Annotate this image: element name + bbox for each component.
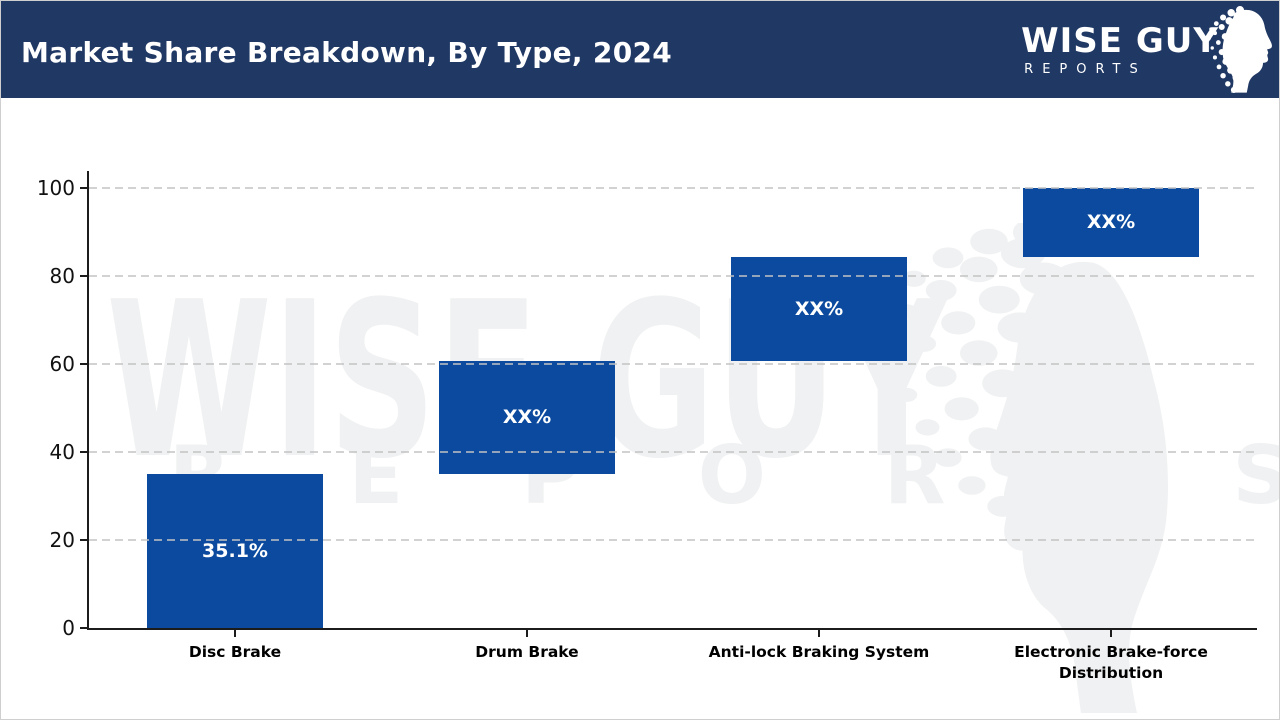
x-tick-mark [234,630,236,637]
bar [439,360,615,474]
category-label: Disc Brake [188,643,282,661]
y-tick-label: 0 [62,616,75,640]
category-label: Electronic Brake-force Distribution [1014,643,1208,682]
bar [147,473,323,628]
gridline [89,187,1257,189]
x-tick-mark [1110,630,1112,637]
y-tick-mark [80,539,88,541]
y-axis-line [87,171,89,629]
y-tick-mark [80,451,88,453]
gridline [89,363,1257,365]
bar [731,256,907,361]
wise-guy-logo: WISE GUY REPORTS [1021,4,1277,96]
y-tick-label: 20 [49,528,75,552]
page-title: Market Share Breakdown, By Type, 2024 [21,36,673,69]
gridline [89,451,1257,453]
y-tick-mark [80,275,88,277]
gridline [89,275,1257,277]
logo-text: WISE GUY REPORTS [1021,23,1219,78]
y-tick-label: 100 [36,176,75,200]
bar-value-label: XX% [794,297,844,320]
header-band: Market Share Breakdown, By Type, 2024 WI… [1,1,1279,98]
gridline [89,539,1257,541]
x-axis-line [87,628,1257,630]
y-tick-mark [80,627,88,629]
y-tick-label: 40 [49,440,75,464]
bar-value-label: 35.1% [202,539,268,562]
logo-subtitle: REPORTS [1024,61,1147,77]
y-tick-label: 60 [49,352,75,376]
x-tick-mark [818,630,820,637]
y-tick-label: 80 [49,264,75,288]
category-label: Anti-lock Braking System [708,643,930,661]
bar-value-label: XX% [1086,211,1136,234]
category-label: Drum Brake [475,643,579,661]
bar [1023,188,1199,257]
logo-title: WISE GUY [1021,20,1219,61]
y-tick-mark [80,187,88,189]
x-tick-mark [526,630,528,637]
y-tick-mark [80,363,88,365]
bar-value-label: XX% [502,406,552,429]
